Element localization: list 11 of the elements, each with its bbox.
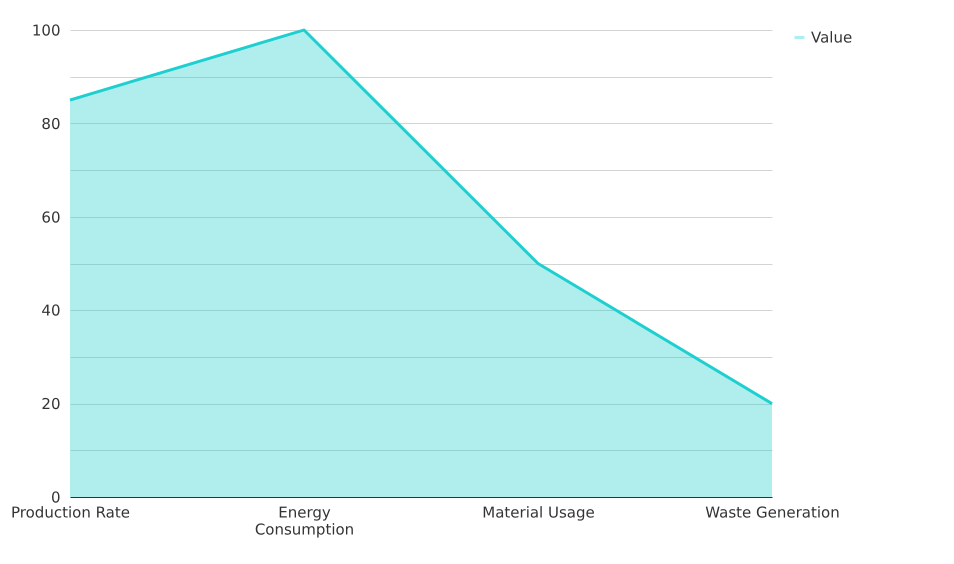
y-tick-label: 60 [41,208,60,226]
y-tick-label: 40 [41,302,60,320]
y-tick-label: 20 [41,395,60,414]
x-tick-label: Waste Generation [705,504,840,522]
y-tick-label: 100 [32,22,60,40]
x-tick-label: Energy Consumption [254,504,354,538]
legend-label: Value [811,28,852,46]
y-tick-label: 0 [50,488,60,506]
x-tick-label: Production Rate [11,504,130,522]
x-tick-label: Material Usage [482,504,595,522]
y-tick-label: 80 [41,114,60,133]
